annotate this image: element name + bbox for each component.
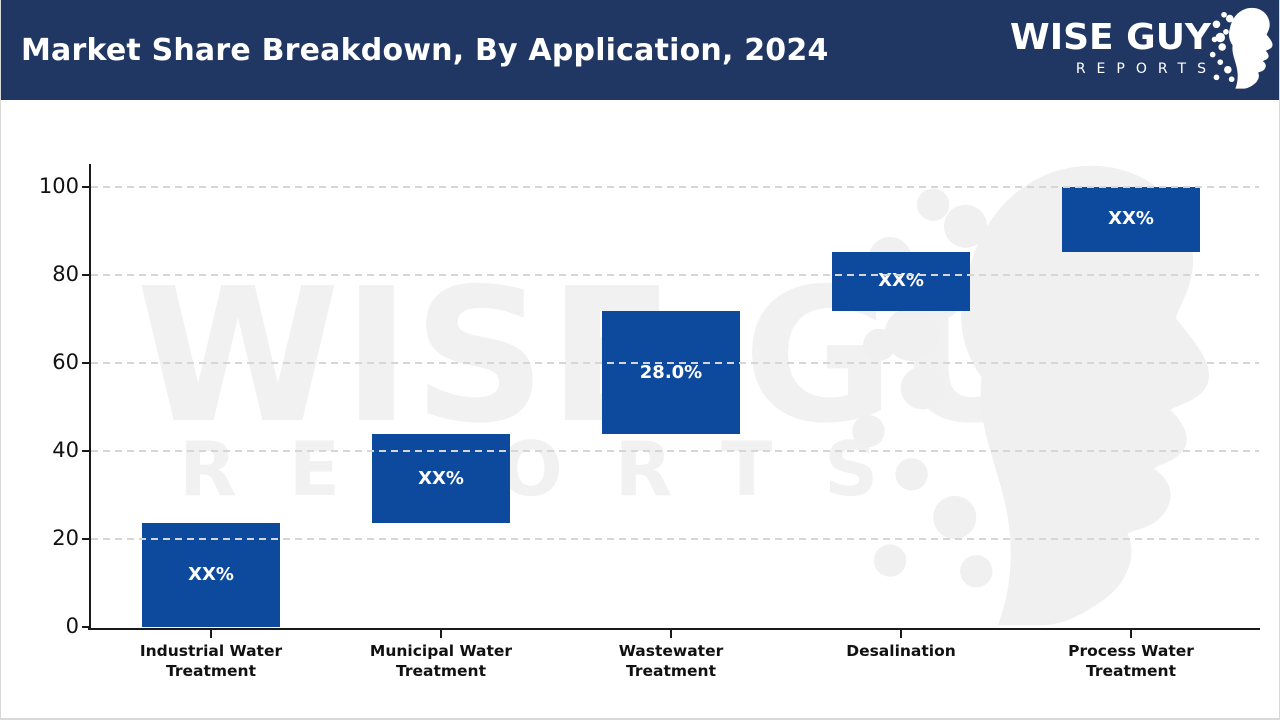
bar-municipal-water-treatment <box>372 433 510 524</box>
gridline <box>91 362 1259 364</box>
bar-desalination <box>832 251 970 311</box>
x-axis-tick-mark <box>1130 630 1132 638</box>
y-axis-tick-label: 0 <box>65 614 79 638</box>
y-axis-tick-mark <box>82 450 90 452</box>
dotted-head-icon <box>1209 7 1273 89</box>
x-axis-tick-mark <box>900 630 902 638</box>
chart-plot-area: 0 20 40 60 80 100 XX% XX% 28.0% XX% XX% Industrial … <box>1 100 1279 718</box>
y-axis-tick-label: 80 <box>52 262 79 286</box>
gridline <box>91 274 1259 276</box>
gridline <box>91 450 1259 452</box>
header-banner: Market Share Breakdown, By Application, … <box>1 0 1279 100</box>
x-axis-category-label: Municipal Water Treatment <box>369 642 513 681</box>
watermark-text-line2: REPORTS <box>179 425 931 513</box>
x-axis-tick-mark <box>440 630 442 638</box>
y-axis-tick-label: 60 <box>52 350 79 374</box>
x-axis-category-label: Industrial Water Treatment <box>139 642 283 681</box>
y-axis-tick-mark <box>82 362 90 364</box>
y-axis-tick-mark <box>82 274 90 276</box>
y-axis-tick-mark <box>82 626 90 628</box>
x-axis-line <box>88 628 1260 630</box>
y-axis-tick-label: 100 <box>38 174 79 198</box>
x-axis-tick-mark <box>670 630 672 638</box>
y-axis-tick-mark <box>82 186 90 188</box>
wise-guy-reports-logo: WISE GUY REPORTS <box>1010 0 1279 100</box>
bar-value-label: XX% <box>418 467 464 489</box>
x-axis-category-label: Wastewater Treatment <box>618 642 724 681</box>
bar-industrial-water-treatment <box>142 523 280 627</box>
bar-value-label: XX% <box>1108 208 1154 229</box>
bar-value-label: XX% <box>188 564 234 586</box>
bar-value-label: XX% <box>878 269 924 291</box>
y-axis-tick-label: 20 <box>52 526 79 550</box>
gridline <box>91 186 1259 188</box>
gridline <box>91 538 1259 540</box>
logo-wordmark: WISE GUY <box>1009 17 1211 58</box>
bar-value-label: 28.0% <box>639 361 703 383</box>
page-title: Market Share Breakdown, By Application, … <box>21 33 829 68</box>
y-axis-tick-label: 40 <box>52 438 79 462</box>
x-axis-category-label: Desalination <box>846 642 956 660</box>
watermark-head-icon <box>852 165 1209 626</box>
bar-process-water-treatment <box>1062 187 1200 252</box>
x-axis-category-label: Process Water Treatment <box>1068 642 1194 681</box>
bar-wastewater-treatment <box>602 310 740 434</box>
x-axis-tick-mark <box>210 630 212 638</box>
y-axis-line <box>89 164 91 628</box>
logo-subtext: REPORTS <box>1075 61 1217 77</box>
y-axis-tick-mark <box>82 538 90 540</box>
